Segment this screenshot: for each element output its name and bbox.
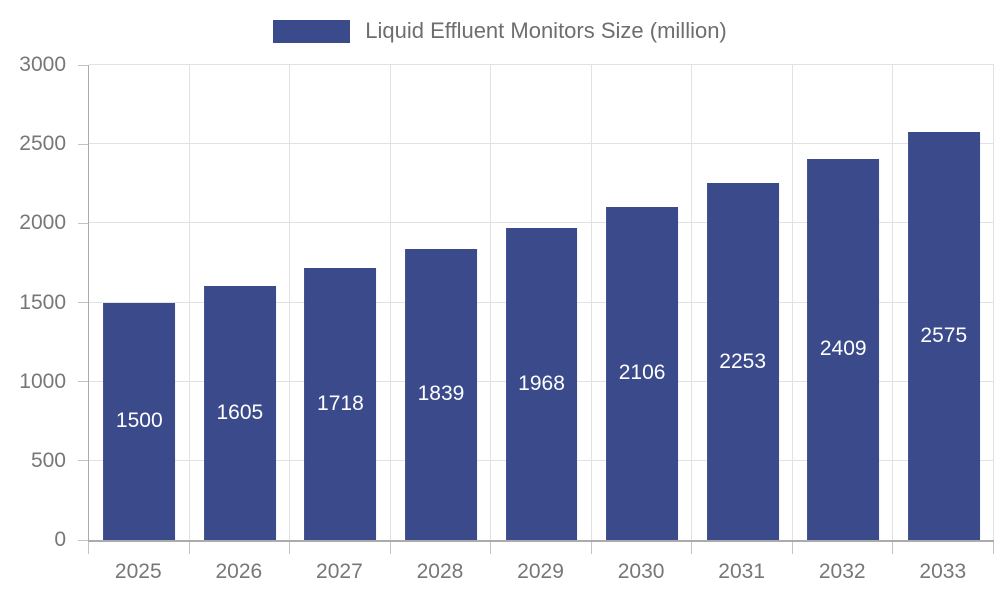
x-tick-label: 2030 bbox=[617, 560, 665, 583]
x-tick-label: 2029 bbox=[517, 560, 564, 583]
x-axis-ticks bbox=[88, 542, 994, 554]
gridline-vertical bbox=[389, 65, 391, 540]
bar-cell: 1839 bbox=[391, 65, 492, 540]
bar-2028: 1839 bbox=[405, 248, 477, 540]
plot-area: 1500 1605 1718 1839 1968 2106 2253 2409 2575 bbox=[88, 64, 994, 542]
y-tick-mark bbox=[78, 539, 88, 541]
x-tick-label: 2032 bbox=[818, 560, 866, 583]
legend[interactable]: Liquid Effluent Monitors Size (million) bbox=[0, 18, 1000, 44]
bar-value-label: 2253 bbox=[719, 349, 767, 373]
bar-2032: 2409 bbox=[807, 158, 880, 540]
gridline-vertical bbox=[791, 65, 793, 540]
x-tick-label: 2031 bbox=[718, 560, 766, 583]
x-tick-mark bbox=[791, 542, 793, 554]
bar-cell: 2409 bbox=[793, 65, 894, 540]
gridline-vertical bbox=[691, 65, 693, 540]
bar-2025: 1500 bbox=[103, 302, 176, 540]
gridline-horizontal bbox=[89, 64, 994, 65]
gridline-vertical bbox=[188, 65, 190, 540]
bar-value-label: 1605 bbox=[216, 400, 264, 424]
gridline-horizontal bbox=[89, 143, 994, 145]
y-tick-mark bbox=[78, 302, 88, 303]
y-tick-mark bbox=[78, 460, 88, 462]
y-tick-mark bbox=[78, 64, 88, 66]
bar-2030: 2106 bbox=[606, 206, 679, 540]
x-tick-label: 2025 bbox=[114, 560, 162, 583]
legend-label: Liquid Effluent Monitors Size (million) bbox=[365, 18, 727, 43]
x-tick-mark bbox=[590, 542, 592, 554]
legend-swatch bbox=[273, 19, 351, 43]
bar-2029: 1968 bbox=[505, 228, 578, 540]
x-tick-mark bbox=[993, 542, 994, 554]
bar-cell: 1718 bbox=[290, 65, 391, 540]
gridline-vertical bbox=[590, 65, 592, 540]
x-tick-label: 2027 bbox=[316, 560, 363, 583]
x-tick-mark bbox=[691, 542, 693, 554]
bar-2031: 2253 bbox=[706, 183, 779, 540]
y-tick-mark bbox=[78, 143, 88, 145]
gridline-horizontal bbox=[89, 222, 994, 224]
bar-value-label: 1839 bbox=[417, 382, 465, 406]
bar-series: 1500 1605 1718 1839 1968 2106 2253 2409 2575 bbox=[89, 65, 994, 540]
bar-cell: 1968 bbox=[491, 65, 592, 540]
y-tick-label: 3000 bbox=[19, 53, 66, 76]
bar-value-label: 1718 bbox=[317, 391, 364, 415]
bar-cell: 1605 bbox=[190, 65, 291, 540]
bar-cell: 1500 bbox=[89, 65, 190, 540]
gridline-vertical bbox=[490, 65, 492, 540]
y-tick-mark bbox=[78, 222, 88, 224]
x-tick-mark bbox=[289, 542, 291, 554]
bar-value-label: 2106 bbox=[618, 361, 666, 385]
x-tick-label: 2026 bbox=[215, 560, 263, 583]
y-tick-label: 2000 bbox=[19, 211, 66, 235]
y-tick-mark bbox=[78, 381, 88, 383]
x-tick-mark bbox=[892, 542, 894, 554]
bar-2033: 2575 bbox=[907, 132, 980, 540]
gridline-vertical bbox=[289, 65, 291, 540]
bar-2026: 1605 bbox=[203, 285, 276, 540]
x-tick-mark bbox=[490, 542, 492, 554]
y-tick-label: 1000 bbox=[19, 369, 66, 393]
y-axis-labels: 0 500 1000 1500 2000 2500 3000 bbox=[0, 53, 88, 551]
x-tick-mark bbox=[88, 542, 89, 554]
bar-value-label: 1500 bbox=[115, 409, 163, 433]
y-tick-label: 1500 bbox=[19, 290, 66, 314]
bar-cell: 2253 bbox=[692, 65, 793, 540]
bar-cell: 2575 bbox=[894, 65, 995, 540]
x-axis-labels: 2025 2026 2027 2028 2029 2030 2031 2032 2033 bbox=[88, 560, 993, 584]
bar-value-label: 2409 bbox=[819, 337, 867, 361]
x-tick-mark bbox=[188, 542, 190, 554]
y-tick-label: 0 bbox=[54, 528, 66, 551]
x-tick-label: 2033 bbox=[919, 560, 967, 583]
y-tick-label: 500 bbox=[30, 448, 66, 472]
gridline-vertical bbox=[993, 65, 994, 540]
bar-2027: 1718 bbox=[304, 267, 377, 540]
bar-value-label: 2575 bbox=[920, 324, 968, 348]
x-tick-mark bbox=[389, 542, 391, 554]
x-tick-label: 2028 bbox=[416, 560, 464, 583]
bar-value-label: 1968 bbox=[518, 372, 565, 396]
gridline-vertical bbox=[892, 65, 894, 540]
bar-cell: 2106 bbox=[592, 65, 693, 540]
y-tick-label: 2500 bbox=[19, 132, 66, 156]
